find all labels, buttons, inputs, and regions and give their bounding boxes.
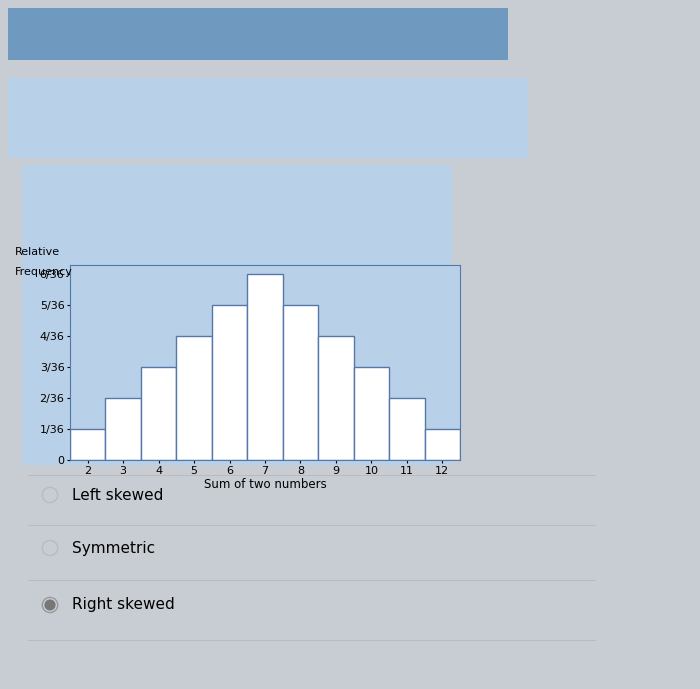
Text: Right skewed: Right skewed xyxy=(72,597,175,613)
Text: A graphical display of a data set is given. State whether the: A graphical display of a data set is giv… xyxy=(12,13,452,28)
X-axis label: Sum of two numbers: Sum of two numbers xyxy=(204,478,326,491)
Text: This procedure was repeated 400 times. The results are shown in the: This procedure was repeated 400 times. T… xyxy=(12,104,522,119)
Bar xyxy=(247,274,283,460)
Bar xyxy=(106,398,141,460)
Text: distribution is (roughly) symmetric, right skewed, or left skewed.: distribution is (roughly) symmetric, rig… xyxy=(12,35,487,50)
Bar xyxy=(141,367,176,460)
Text: Two dice were rolled and the sum of the two numbers was recorded.: Two dice were rolled and the sum of the … xyxy=(12,82,514,97)
Bar xyxy=(212,305,247,460)
Bar xyxy=(389,398,424,460)
Text: Left skewed: Left skewed xyxy=(72,488,163,502)
Text: Symmetric: Symmetric xyxy=(72,540,155,555)
Bar xyxy=(70,429,106,460)
Text: relative frequency histogram below.: relative frequency histogram below. xyxy=(12,126,276,141)
Bar xyxy=(318,336,354,460)
Bar xyxy=(424,429,460,460)
Text: Frequency: Frequency xyxy=(15,267,73,277)
Bar xyxy=(176,336,212,460)
Text: Relative: Relative xyxy=(15,247,60,257)
Bar xyxy=(283,305,318,460)
Bar xyxy=(354,367,389,460)
